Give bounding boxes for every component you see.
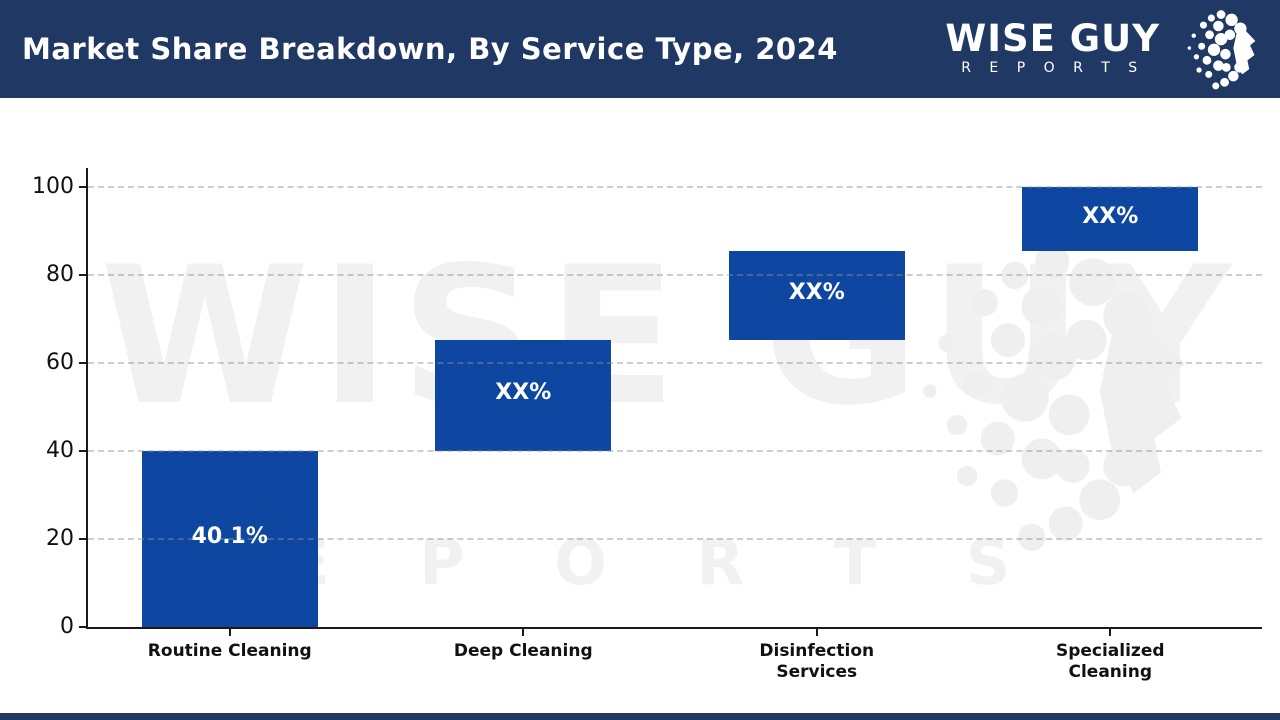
y-axis-tick-label: 60 [46, 350, 74, 375]
x-axis-category-label: Routine Cleaning [147, 641, 312, 661]
x-axis-category-label: Specialized Cleaning [1055, 641, 1165, 682]
bar [1022, 187, 1199, 251]
gridline [88, 538, 1262, 540]
y-axis-tick [79, 450, 86, 452]
bar-value-label: XX% [1082, 203, 1139, 229]
logo-subtitle: R E P O R T S [961, 60, 1145, 76]
header: Market Share Breakdown, By Service Type,… [0, 0, 1280, 98]
gridline [88, 450, 1262, 452]
plot-area: 0 20 40 60 80 100 40.1% Routine Cleaning XX% Deep… [0, 98, 1280, 714]
bar-value-label: XX% [495, 380, 552, 406]
logo-text: WISE GUY R E P O R T S [945, 19, 1160, 77]
x-axis-tick [815, 629, 818, 636]
bar-value-label: XX% [788, 280, 845, 306]
wise-guy-logo: WISE GUY R E P O R T S [945, 4, 1266, 92]
bar-value-label: 40.1% [191, 523, 268, 549]
x-axis-tick [1109, 629, 1112, 636]
y-axis-tick-label: 0 [60, 614, 74, 639]
bar [728, 250, 905, 341]
y-axis-tick [79, 186, 86, 188]
chart: WISE GUY R E P O R T S [0, 98, 1280, 714]
bar [141, 450, 318, 627]
bottom-bar [0, 713, 1280, 720]
y-axis-tick [79, 274, 86, 276]
y-axis-line [86, 168, 88, 629]
gridline [88, 186, 1262, 188]
y-axis-tick [79, 362, 86, 364]
x-axis-line [86, 627, 1262, 629]
gridline [88, 274, 1262, 276]
bar [435, 340, 612, 451]
y-axis-tick-label: 20 [46, 526, 74, 551]
page-title: Market Share Breakdown, By Service Type,… [22, 32, 838, 66]
x-axis-tick [522, 629, 525, 636]
x-axis-tick [228, 629, 231, 636]
logo-head-icon [1187, 10, 1256, 90]
y-axis-tick-label: 40 [46, 438, 74, 463]
y-axis-tick-label: 80 [46, 262, 74, 287]
x-axis-category-label: Disinfection Services [759, 641, 875, 682]
y-axis-tick [79, 626, 86, 628]
y-axis-tick [79, 538, 86, 540]
gridline [88, 362, 1262, 364]
logo-wordmark: WISE GUY [945, 17, 1160, 60]
y-axis-tick-label: 100 [32, 174, 74, 199]
x-axis-category-label: Deep Cleaning [453, 641, 593, 661]
